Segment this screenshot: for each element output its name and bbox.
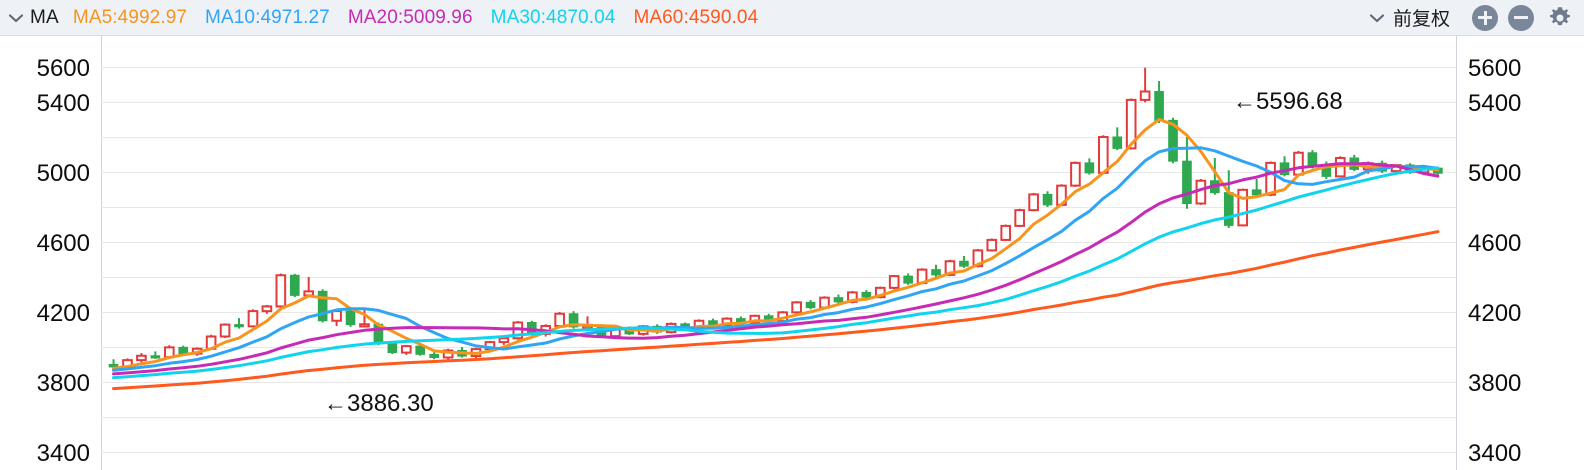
y-tick-left: 4200: [36, 300, 90, 327]
adjust-dropdown-chevron-down-icon[interactable]: [1367, 8, 1387, 28]
candle-body: [345, 310, 356, 326]
ma-line-ma10: [112, 146, 1440, 372]
y-tick-left: 5400: [36, 90, 90, 117]
candle-body: [1125, 98, 1137, 150]
ma-line-ma20: [112, 162, 1440, 376]
candle-body: [931, 269, 941, 276]
candle-body: [1028, 193, 1039, 212]
candle-body: [833, 297, 844, 303]
candle-body: [429, 353, 439, 359]
chevron-down-icon[interactable]: [6, 8, 26, 28]
header-controls: 前复权: [1361, 4, 1584, 32]
candle-body: [1139, 90, 1151, 101]
candle-body: [275, 274, 287, 308]
candle-body: [903, 275, 913, 284]
y-tick-left: 5000: [36, 160, 90, 187]
candle-body: [1084, 162, 1095, 174]
candle-body: [959, 260, 969, 267]
candle-body: [1154, 91, 1164, 121]
candle-body: [331, 310, 342, 322]
y-tick-left: 5600: [36, 55, 90, 82]
ma30-legend: MA30:4870.04: [490, 6, 616, 28]
candle-body: [568, 313, 579, 328]
candle-body: [874, 286, 886, 299]
high-annotation: ←5596.68: [1233, 90, 1343, 114]
candle-body: [359, 323, 370, 328]
zoom-out-icon[interactable]: [1508, 4, 1534, 31]
candle-body: [219, 323, 231, 338]
adjust-mode-label[interactable]: 前复权: [1392, 9, 1450, 30]
candle-body: [1168, 119, 1178, 162]
y-axis-right: 5600 5400 5000 4600 4200 3800 3400: [1456, 36, 1584, 470]
candle-body: [1293, 151, 1304, 176]
zoom-in-icon[interactable]: [1472, 4, 1498, 31]
ma5-legend: MA5:4992.97: [72, 6, 188, 28]
ma-line-ma60: [112, 230, 1440, 391]
ma-line-ma30: [112, 166, 1440, 380]
chart-area[interactable]: 5600 5400 5000 4600 4200 3800 3400 5600 …: [0, 36, 1584, 470]
candle-body: [1042, 193, 1053, 206]
candle-body: [1182, 160, 1192, 204]
candle-body: [1112, 136, 1123, 149]
candle-body: [150, 355, 161, 359]
y-tick-right: 5400: [1468, 90, 1522, 117]
candle-body: [400, 345, 412, 354]
candle-body: [1237, 188, 1249, 227]
y-tick-left: 3800: [36, 370, 90, 397]
candle-body: [1223, 192, 1234, 226]
high-annotation-arrow-icon: ←: [1233, 88, 1256, 114]
high-annotation-value: 5596.68: [1256, 88, 1343, 115]
candle-body: [861, 291, 872, 298]
indicator-header-bar: MA MA5:4992.97 MA10:4971.27 MA20:5009.96…: [0, 0, 1584, 36]
gear-icon[interactable]: [1546, 4, 1574, 32]
candle-body: [888, 275, 900, 289]
candle-body: [944, 260, 956, 276]
plot-svg: [101, 67, 1456, 453]
y-tick-right: 3800: [1468, 370, 1522, 397]
y-tick-right: 4600: [1468, 230, 1522, 257]
candle-body: [261, 305, 273, 313]
candle-body: [791, 301, 802, 314]
candle-body: [317, 290, 328, 322]
y-tick-left: 4600: [36, 230, 90, 257]
candle-body: [1265, 161, 1276, 196]
candle-body: [805, 301, 816, 309]
ma20-legend: MA20:5009.96: [347, 6, 473, 28]
y-tick-right: 4200: [1468, 300, 1522, 327]
candle-body: [1097, 136, 1109, 174]
indicator-name-label[interactable]: MA: [30, 6, 59, 28]
ma-line-ma5: [112, 117, 1440, 370]
ma10-legend: MA10:4971.27: [205, 6, 330, 28]
candle-body: [498, 337, 510, 344]
y-tick-right: 5000: [1468, 160, 1522, 187]
candle-body: [234, 324, 244, 328]
candle-body: [415, 345, 426, 355]
ma60-legend: MA60:4590.04: [633, 6, 759, 28]
candle-body: [1000, 224, 1012, 241]
candle-body: [1070, 161, 1081, 187]
low-annotation-arrow-icon: ←: [324, 390, 347, 416]
candle-body: [442, 349, 454, 359]
candle-body: [387, 343, 398, 354]
candle-body: [289, 274, 300, 296]
candle-body: [554, 312, 565, 327]
candle-body: [247, 310, 259, 328]
candle-body: [1014, 209, 1025, 227]
candle-body: [136, 354, 147, 362]
low-annotation: ←3886.30: [324, 392, 434, 416]
candle-body: [986, 238, 998, 252]
candle-body: [1251, 189, 1262, 196]
low-annotation-value: 3886.30: [347, 390, 434, 417]
y-axis-left: 5600 5400 5000 4600 4200 3800 3400: [0, 36, 102, 470]
y-tick-left: 3400: [36, 440, 90, 467]
y-tick-right: 3400: [1468, 440, 1522, 467]
y-tick-right: 5600: [1468, 55, 1522, 82]
candle-body: [972, 249, 984, 268]
candlestick-plot[interactable]: [101, 36, 1456, 470]
candle-body: [178, 346, 189, 355]
